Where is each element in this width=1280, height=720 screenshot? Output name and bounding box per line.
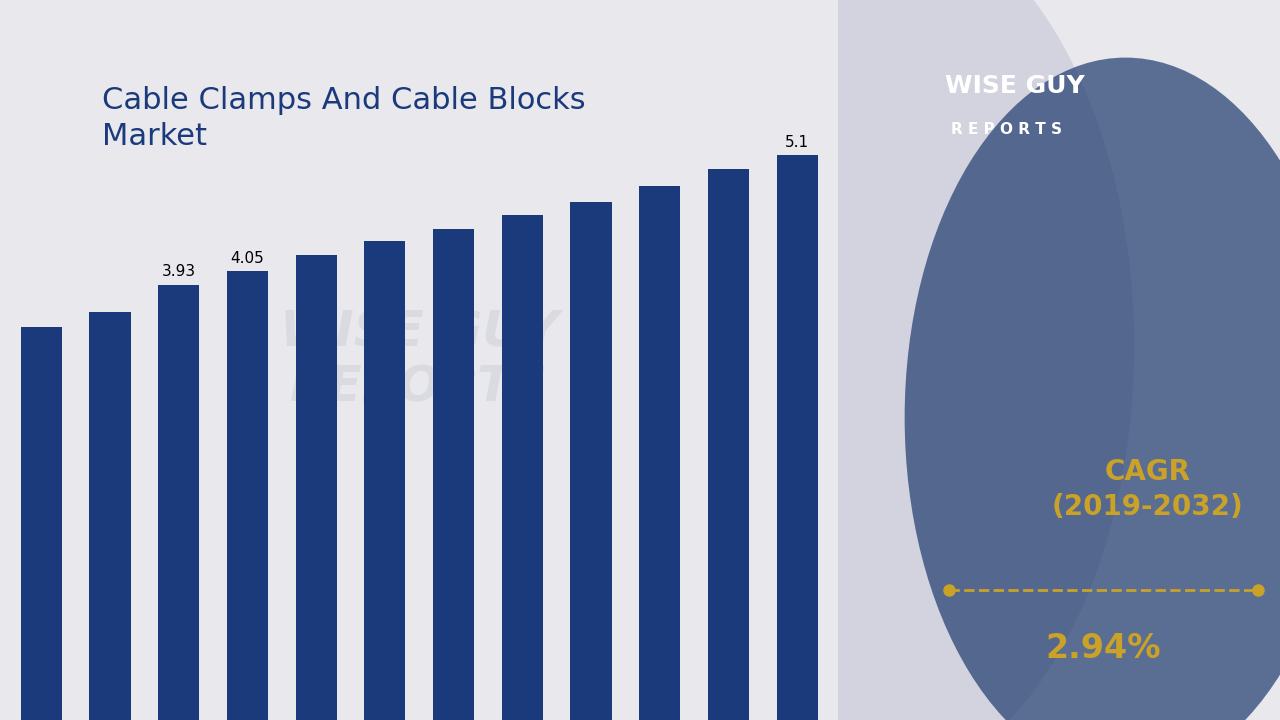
Text: 3.93: 3.93 <box>161 264 196 279</box>
Bar <box>708 169 749 720</box>
Text: WISE GUY: WISE GUY <box>945 74 1085 99</box>
Bar <box>157 284 200 720</box>
Text: 2.94%: 2.94% <box>1046 631 1161 665</box>
Bar <box>502 215 543 720</box>
Bar <box>777 155 818 720</box>
Text: WISE GUY
REPORTS: WISE GUY REPORTS <box>279 308 559 412</box>
Bar <box>571 202 612 720</box>
Bar <box>20 327 61 720</box>
Text: Cable Clamps And Cable Blocks
Market: Cable Clamps And Cable Blocks Market <box>102 86 586 151</box>
Text: 4.05: 4.05 <box>230 251 264 266</box>
Bar <box>639 186 681 720</box>
Bar <box>296 255 337 720</box>
Text: 5.1: 5.1 <box>785 135 809 150</box>
Bar <box>433 229 474 720</box>
Text: CAGR
(2019-2032): CAGR (2019-2032) <box>1052 459 1243 521</box>
Circle shape <box>586 0 1134 720</box>
Circle shape <box>905 58 1280 720</box>
Bar <box>227 271 268 720</box>
Bar <box>365 241 406 720</box>
Bar <box>90 312 131 720</box>
Text: R E P O R T S: R E P O R T S <box>951 122 1061 137</box>
